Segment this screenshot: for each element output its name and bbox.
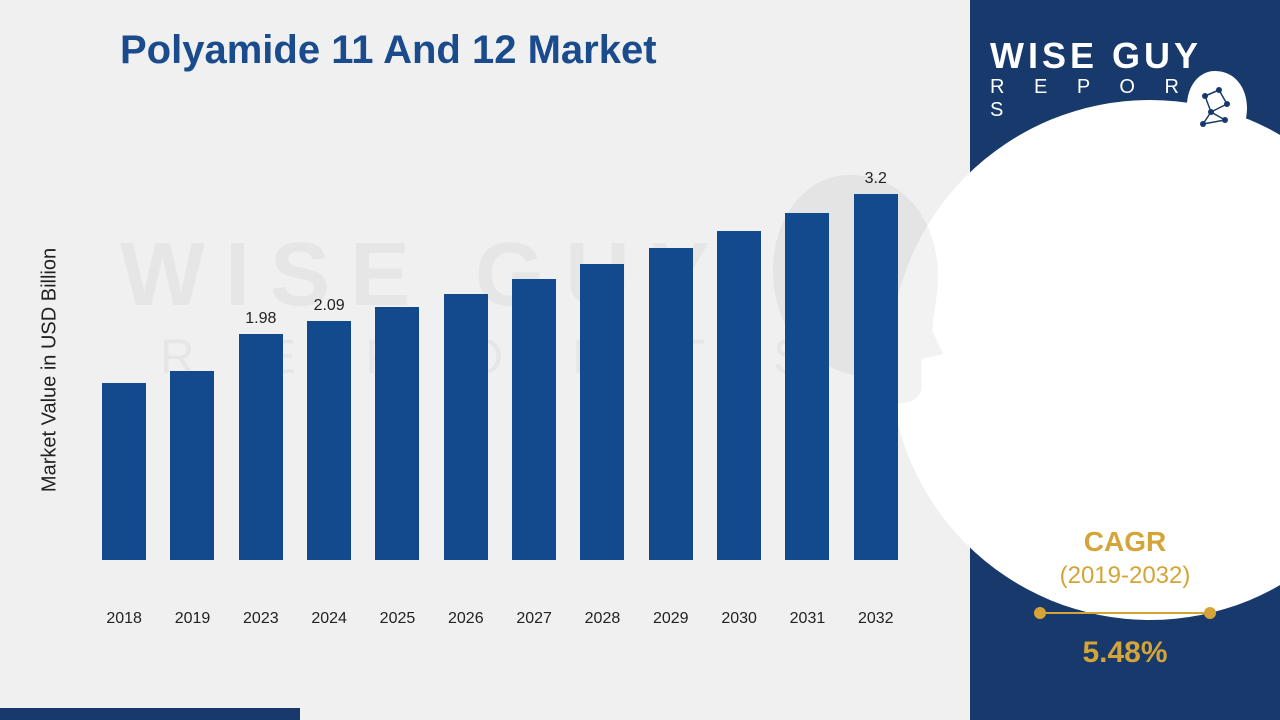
- x-tick-label: 2028: [572, 610, 632, 628]
- x-tick-label: 2027: [504, 610, 564, 628]
- bar-2030: [709, 207, 769, 560]
- x-axis-labels: 2018 2019 2023 2024 2025 2026 2027 2028 2029 2030…: [90, 610, 910, 628]
- x-tick-label: 2025: [367, 610, 427, 628]
- bar-rect: [375, 307, 419, 560]
- bar-value-label: 3.2: [865, 170, 887, 188]
- plot-area: 1.98 2.09 3.2: [90, 160, 910, 560]
- bar-2026: [436, 270, 496, 560]
- bar-2019: [162, 347, 222, 560]
- cagr-value: 5.48%: [1010, 636, 1240, 670]
- bar-2025: [367, 283, 427, 560]
- brand-logo: WISE GUY R E P O R T S: [990, 38, 1250, 122]
- bar-chart: Market Value in USD Billion 1.982.093.2 …: [50, 140, 910, 600]
- y-axis-label: Market Value in USD Billion: [39, 248, 62, 492]
- bar-2032: 3.2: [846, 170, 906, 560]
- x-tick-label: 2024: [299, 610, 359, 628]
- bar-2029: [641, 224, 701, 560]
- bar-rect: [170, 371, 214, 560]
- ai-head-icon: [1175, 66, 1255, 156]
- x-tick-label: 2018: [94, 610, 154, 628]
- bar-value-label: 2.09: [314, 297, 345, 315]
- infographic-stage: Polyamide 11 And 12 Market WISE GUY R E …: [0, 0, 1280, 720]
- bar-rect: [649, 248, 693, 560]
- bar-rect: [854, 194, 898, 560]
- bar-2028: [572, 240, 632, 560]
- bars-container: 1.98 2.09 3.2: [90, 160, 910, 560]
- bar-rect: [580, 264, 624, 560]
- x-tick-label: 2032: [846, 610, 906, 628]
- bar-2018: [94, 359, 154, 560]
- x-tick-label: 2030: [709, 610, 769, 628]
- bar-rect: [512, 279, 556, 560]
- x-tick-label: 2031: [777, 610, 837, 628]
- cagr-period: (2019-2032): [1010, 562, 1240, 590]
- bar-value-label: 1.98: [245, 310, 276, 328]
- bar-2031: [777, 189, 837, 560]
- x-tick-label: 2026: [436, 610, 496, 628]
- bar-rect: [444, 294, 488, 560]
- x-tick-label: 2029: [641, 610, 701, 628]
- bar-rect: [717, 231, 761, 560]
- bottom-accent-bar: [0, 708, 300, 720]
- bar-rect: [785, 213, 829, 560]
- cagr-title: CAGR: [1010, 526, 1240, 558]
- bar-2023: 1.98: [231, 310, 291, 560]
- bar-2027: [504, 255, 564, 560]
- bar-rect: [102, 383, 146, 560]
- bar-2024: 2.09: [299, 297, 359, 560]
- bar-rect: [307, 321, 351, 560]
- x-tick-label: 2023: [231, 610, 291, 628]
- cagr-divider: [1040, 612, 1210, 614]
- x-tick-label: 2019: [162, 610, 222, 628]
- chart-title: Polyamide 11 And 12 Market: [120, 28, 657, 73]
- cagr-box: CAGR (2019-2032) 5.48%: [1010, 526, 1240, 670]
- bar-rect: [239, 334, 283, 560]
